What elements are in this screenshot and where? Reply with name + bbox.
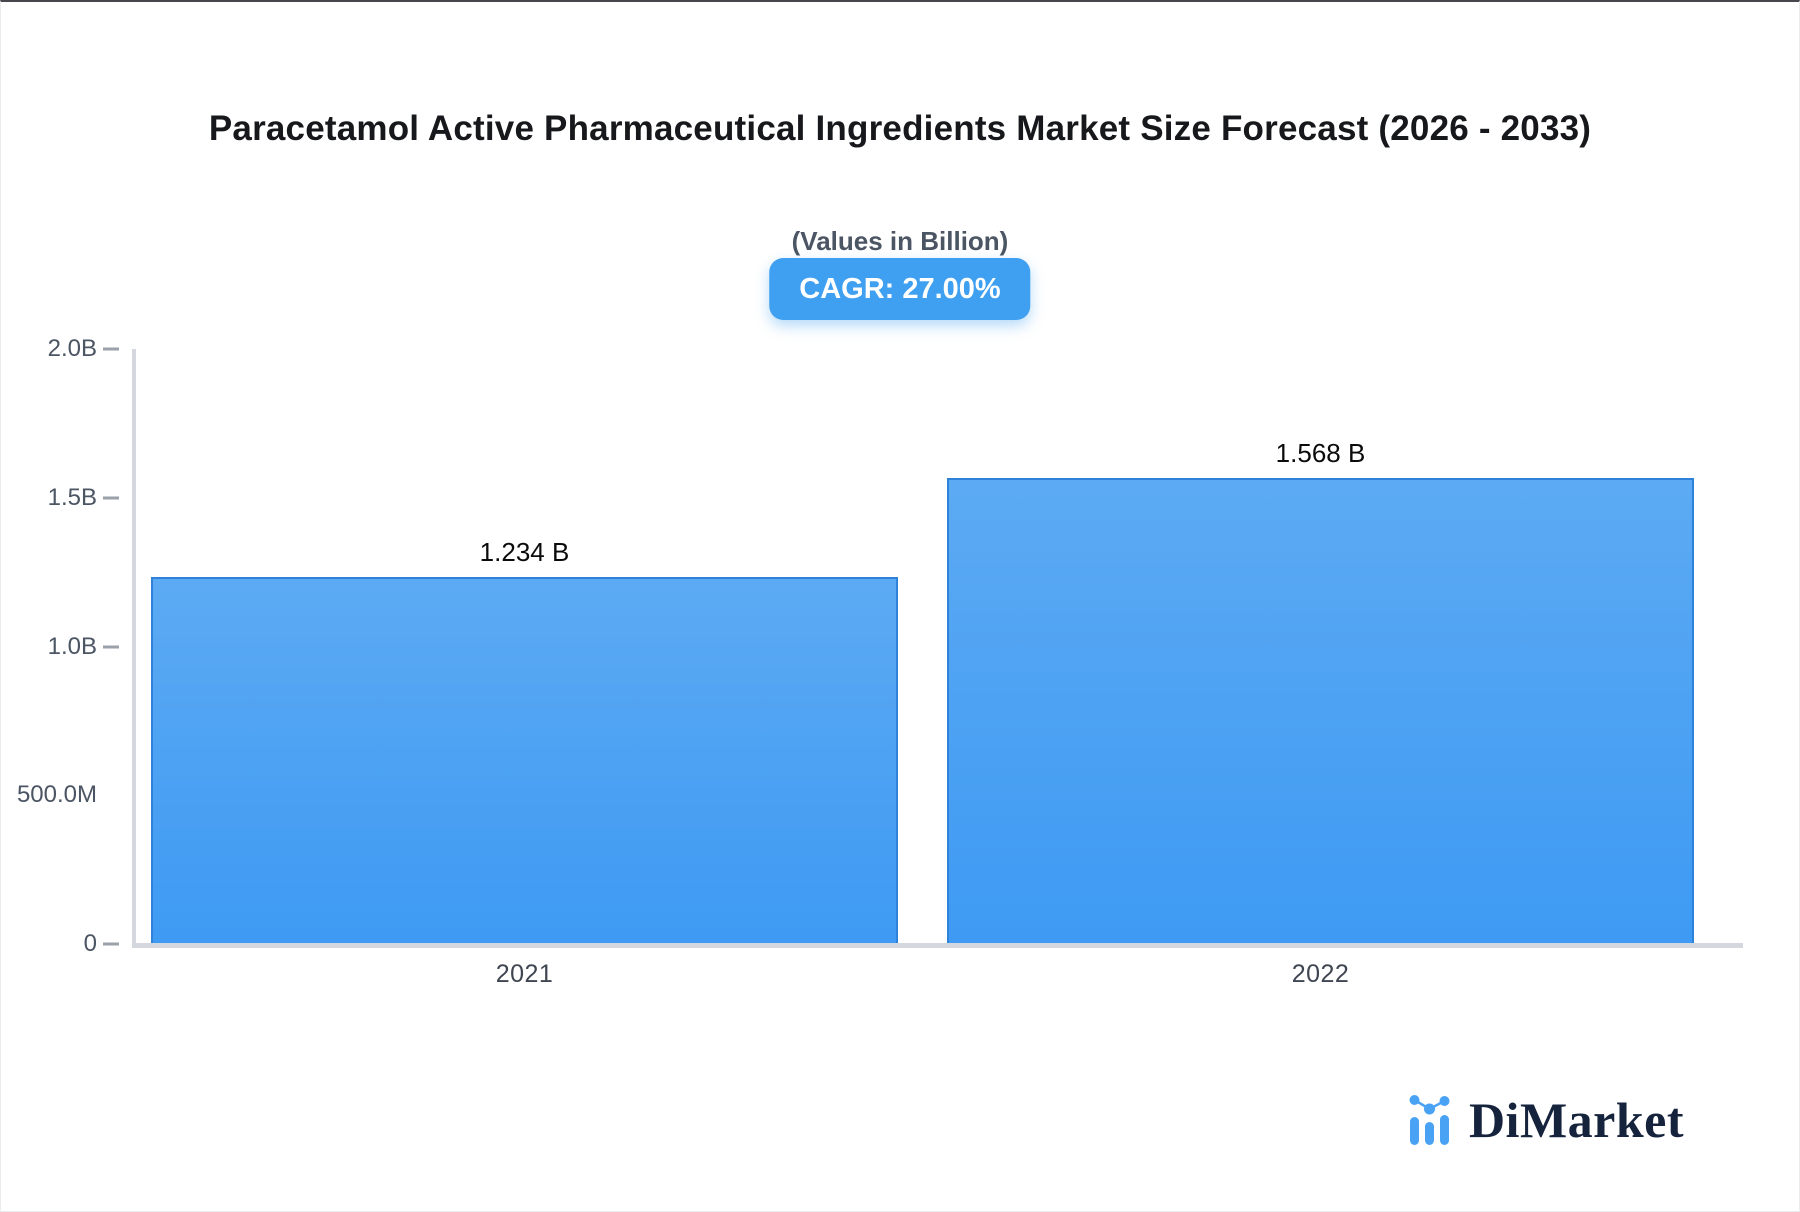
bar-value-label: 1.568 B <box>1275 437 1366 468</box>
y-tick-label: 2.0B <box>47 335 97 362</box>
y-tick-label: 1.0B <box>47 632 97 660</box>
y-tick-mark <box>103 645 119 648</box>
y-tick-label: 0 <box>83 930 97 957</box>
bar-2021[interactable] <box>151 576 898 943</box>
chart-subtitle: (Values in Billion) <box>791 226 1009 256</box>
cagr-badge: CAGR: 27.00% <box>769 258 1031 320</box>
logo-text: DiMarket <box>1468 1092 1684 1148</box>
y-tick-mark <box>103 942 119 946</box>
y-tick-label: 1.5B <box>47 483 97 511</box>
x-tick-label: 2022 <box>1291 960 1350 988</box>
chart-title: Paracetamol Active Pharmaceutical Ingred… <box>208 109 1592 148</box>
x-tick-label: 2021 <box>495 960 554 988</box>
bar-line-chart-icon <box>1409 1095 1450 1145</box>
dimarket-logo: DiMarket <box>1407 1093 1684 1145</box>
y-tick-mark <box>103 347 119 351</box>
y-axis-line <box>132 349 136 948</box>
y-tick-label: 500.0M <box>16 781 97 809</box>
y-tick-mark <box>103 496 119 500</box>
bar-value-label: 1.234 B <box>479 536 570 567</box>
bar-2022[interactable] <box>947 477 1694 943</box>
x-axis-line <box>132 943 1743 948</box>
